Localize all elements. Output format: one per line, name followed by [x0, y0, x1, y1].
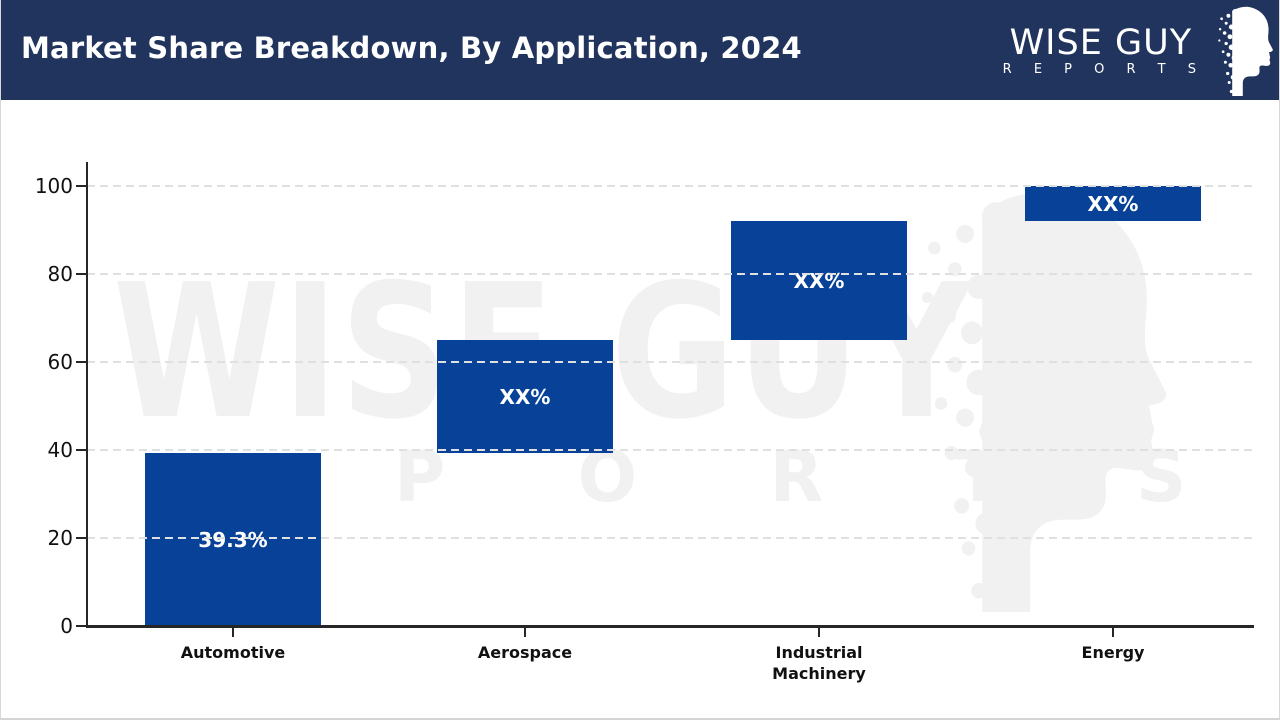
logo-subtitle: R E P O R T S — [1002, 62, 1205, 78]
logo-wordmark: WISE GUY — [1009, 22, 1193, 63]
y-tick — [76, 537, 86, 539]
bar-segment: XX% — [731, 221, 907, 340]
y-tick-label: 80 — [47, 262, 73, 286]
chart-canvas: WISE GUY P O R T S 0 20 40 60 80 100 39.3% Auto… — [1, 100, 1279, 718]
y-tick-label: 0 — [60, 614, 73, 638]
gridline — [87, 273, 1253, 275]
gridline — [87, 185, 1253, 187]
y-tick — [76, 273, 86, 275]
bar-segment: 39.3% — [145, 453, 321, 626]
y-tick-label: 20 — [47, 526, 73, 550]
bar-value-label: XX% — [499, 384, 551, 409]
x-category-label: Energy — [1081, 643, 1145, 662]
watermark-face-icon — [918, 191, 1167, 612]
x-tick — [232, 628, 234, 637]
bar-value-label: XX% — [793, 268, 845, 293]
bar-segment: XX% — [437, 340, 613, 454]
bar-value-label: XX% — [1087, 191, 1139, 216]
page-title: Market Share Breakdown, By Application, … — [21, 31, 802, 65]
y-tick-label: 100 — [34, 174, 73, 198]
gridline — [87, 537, 1253, 539]
y-tick — [76, 185, 86, 187]
x-category-label: Aerospace — [477, 643, 573, 662]
gridline — [87, 449, 1253, 451]
x-tick — [1112, 628, 1114, 637]
x-category-label: Automotive — [180, 643, 286, 662]
header-bar: Market Share Breakdown, By Application, … — [1, 0, 1279, 100]
wise-guy-logo: WISE GUY R E P O R T S — [997, 5, 1273, 97]
y-tick — [76, 361, 86, 363]
x-tick — [818, 628, 820, 637]
y-tick — [76, 625, 86, 627]
y-tick-label: 60 — [47, 350, 73, 374]
logo-text: WISE GUY R E P O R T S — [997, 22, 1205, 78]
bar-segment: XX% — [1025, 186, 1201, 222]
y-tick — [76, 449, 86, 451]
wise-guy-face-icon — [1218, 6, 1273, 96]
y-axis — [86, 162, 88, 628]
x-axis — [86, 625, 1254, 628]
x-tick — [524, 628, 526, 637]
y-tick-label: 40 — [47, 438, 73, 462]
gridline — [87, 361, 1253, 363]
x-category-label: Industrial Machinery — [772, 643, 866, 683]
bar-value-label: 39.3% — [198, 527, 268, 552]
